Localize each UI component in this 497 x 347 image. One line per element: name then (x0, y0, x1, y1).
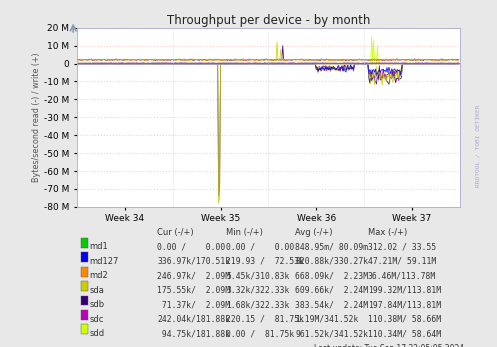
Text: 36.46M/113.78M: 36.46M/113.78M (368, 271, 436, 280)
Bar (81, 310, 88, 320)
Text: Max (-/+): Max (-/+) (368, 228, 407, 237)
Text: 383.54k/  2.24M: 383.54k/ 2.24M (295, 300, 368, 309)
Text: 5.45k/310.83k: 5.45k/310.83k (226, 271, 290, 280)
Text: 668.09k/  2.23M: 668.09k/ 2.23M (295, 271, 368, 280)
Text: 246.97k/  2.09M: 246.97k/ 2.09M (158, 271, 231, 280)
Text: 820.88k/330.27k: 820.88k/330.27k (295, 257, 368, 266)
Text: md1: md1 (89, 243, 108, 252)
Text: 110.38M/ 58.66M: 110.38M/ 58.66M (368, 315, 441, 324)
Text: 1.19M/341.52k: 1.19M/341.52k (295, 315, 358, 324)
Text: md2: md2 (89, 271, 108, 280)
Y-axis label: Bytes/second read (-) / write (+): Bytes/second read (-) / write (+) (32, 52, 41, 182)
Text: 94.75k/181.88k: 94.75k/181.88k (158, 329, 231, 338)
Text: 848.95m/ 80.09m: 848.95m/ 80.09m (295, 243, 368, 252)
Text: 47.21M/ 59.11M: 47.21M/ 59.11M (368, 257, 436, 266)
Text: sdd: sdd (89, 329, 104, 338)
Bar (81, 296, 88, 305)
Text: 961.52k/341.52k: 961.52k/341.52k (295, 329, 368, 338)
Bar (81, 267, 88, 277)
Text: 220.15 /  81.75k: 220.15 / 81.75k (226, 315, 304, 324)
Text: 0.00 /    0.00: 0.00 / 0.00 (158, 243, 226, 252)
Bar (81, 238, 88, 248)
Text: RRDTOOL / TOBI OETIKER: RRDTOOL / TOBI OETIKER (476, 104, 481, 187)
Bar (81, 281, 88, 291)
Bar (81, 324, 88, 334)
Text: 175.55k/  2.09M: 175.55k/ 2.09M (158, 286, 231, 295)
Text: Min (-/+): Min (-/+) (226, 228, 263, 237)
Text: 0.00 /    0.00: 0.00 / 0.00 (226, 243, 295, 252)
Text: 199.32M/113.81M: 199.32M/113.81M (368, 286, 441, 295)
Text: sdc: sdc (89, 315, 104, 324)
Text: md127: md127 (89, 257, 119, 266)
Bar (81, 252, 88, 262)
Text: 3.32k/322.33k: 3.32k/322.33k (226, 286, 290, 295)
Title: Throughput per device - by month: Throughput per device - by month (166, 14, 370, 27)
Text: sdb: sdb (89, 300, 104, 309)
Text: 197.84M/113.81M: 197.84M/113.81M (368, 300, 441, 309)
Text: 219.93 /  72.53k: 219.93 / 72.53k (226, 257, 304, 266)
Text: Avg (-/+): Avg (-/+) (295, 228, 332, 237)
Text: 336.97k/170.51k: 336.97k/170.51k (158, 257, 231, 266)
Text: 242.04k/181.88k: 242.04k/181.88k (158, 315, 231, 324)
Text: 312.02 / 33.55: 312.02 / 33.55 (368, 243, 436, 252)
Text: Cur (-/+): Cur (-/+) (158, 228, 194, 237)
Text: 110.34M/ 58.64M: 110.34M/ 58.64M (368, 329, 441, 338)
Text: 609.66k/  2.24M: 609.66k/ 2.24M (295, 286, 368, 295)
Text: 1.68k/322.33k: 1.68k/322.33k (226, 300, 290, 309)
Text: 71.37k/  2.09M: 71.37k/ 2.09M (158, 300, 231, 309)
Text: sda: sda (89, 286, 104, 295)
Text: Last update: Tue Sep 17 22:05:05 2024: Last update: Tue Sep 17 22:05:05 2024 (314, 344, 464, 347)
Text: 0.00 /  81.75k: 0.00 / 81.75k (226, 329, 295, 338)
